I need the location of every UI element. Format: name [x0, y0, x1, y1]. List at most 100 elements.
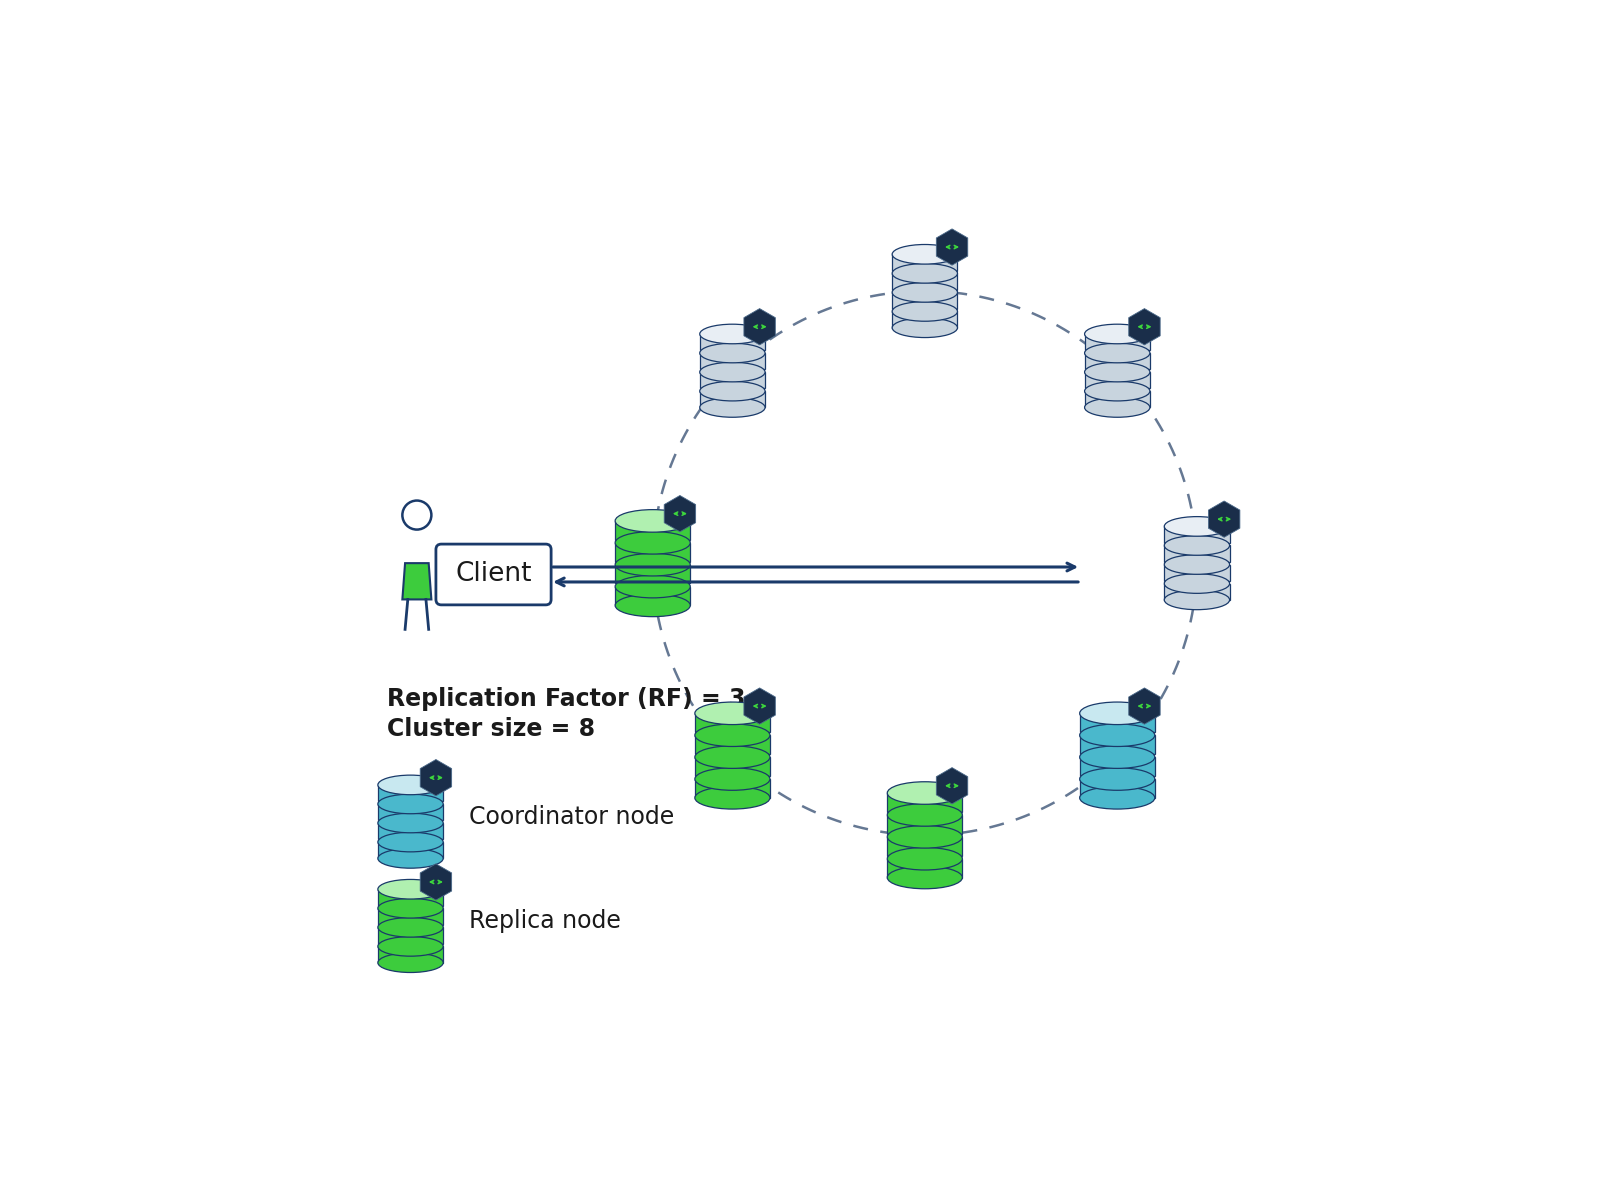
Ellipse shape	[887, 826, 962, 848]
Ellipse shape	[615, 510, 690, 532]
Ellipse shape	[1164, 517, 1230, 536]
Bar	[1079, 714, 1154, 732]
Ellipse shape	[887, 847, 962, 871]
Ellipse shape	[1084, 343, 1150, 363]
Ellipse shape	[1084, 398, 1150, 417]
Bar	[695, 757, 770, 776]
Bar	[695, 735, 770, 754]
Bar	[1164, 564, 1230, 581]
Ellipse shape	[378, 794, 443, 814]
Ellipse shape	[378, 775, 443, 795]
Bar	[378, 889, 443, 906]
Polygon shape	[1209, 501, 1239, 537]
Bar	[1164, 545, 1230, 562]
Ellipse shape	[695, 746, 770, 768]
Bar	[700, 372, 765, 389]
Ellipse shape	[1079, 787, 1154, 809]
Ellipse shape	[1079, 746, 1154, 768]
Bar	[700, 353, 765, 370]
Ellipse shape	[892, 245, 957, 264]
Bar	[378, 823, 443, 840]
Ellipse shape	[892, 318, 957, 338]
Bar	[892, 311, 957, 327]
Polygon shape	[1129, 688, 1161, 724]
Bar	[378, 803, 443, 820]
Bar	[1079, 779, 1154, 798]
Text: Cluster size = 8: Cluster size = 8	[387, 717, 596, 741]
Ellipse shape	[892, 264, 957, 283]
Ellipse shape	[700, 382, 765, 401]
Bar	[887, 859, 962, 878]
Ellipse shape	[1084, 363, 1150, 382]
Bar	[378, 927, 443, 944]
Ellipse shape	[892, 283, 957, 303]
Ellipse shape	[378, 953, 443, 973]
Bar	[1079, 757, 1154, 776]
Bar	[378, 842, 443, 859]
Polygon shape	[744, 688, 775, 724]
Polygon shape	[664, 496, 695, 531]
Bar	[695, 779, 770, 798]
Bar	[615, 564, 690, 583]
Ellipse shape	[1079, 768, 1154, 790]
Bar	[892, 254, 957, 271]
Bar	[887, 815, 962, 834]
Text: Coordinator node: Coordinator node	[469, 805, 674, 829]
Polygon shape	[744, 309, 775, 345]
Polygon shape	[937, 229, 967, 265]
Bar	[892, 292, 957, 309]
Ellipse shape	[1084, 324, 1150, 344]
Bar	[615, 543, 690, 562]
Ellipse shape	[700, 324, 765, 344]
Bar	[695, 714, 770, 732]
Ellipse shape	[1164, 555, 1230, 575]
Ellipse shape	[695, 724, 770, 747]
Ellipse shape	[378, 899, 443, 918]
Ellipse shape	[615, 594, 690, 616]
Ellipse shape	[700, 343, 765, 363]
Bar	[1164, 527, 1230, 543]
Bar	[700, 391, 765, 408]
Ellipse shape	[887, 866, 962, 888]
Text: Client: Client	[455, 562, 532, 588]
Ellipse shape	[378, 880, 443, 899]
Bar	[1084, 335, 1150, 350]
Ellipse shape	[1079, 724, 1154, 747]
Ellipse shape	[695, 702, 770, 724]
Bar	[1164, 583, 1230, 600]
Bar	[887, 793, 962, 812]
Bar	[378, 908, 443, 925]
Circle shape	[402, 501, 431, 530]
Ellipse shape	[1164, 590, 1230, 610]
Ellipse shape	[615, 554, 690, 576]
Bar	[700, 335, 765, 350]
Polygon shape	[419, 863, 451, 900]
Ellipse shape	[1164, 574, 1230, 594]
Text: Replica node: Replica node	[469, 909, 621, 933]
Ellipse shape	[700, 398, 765, 417]
Ellipse shape	[695, 787, 770, 809]
Ellipse shape	[378, 813, 443, 833]
Bar	[378, 946, 443, 962]
Polygon shape	[937, 768, 967, 803]
Ellipse shape	[378, 848, 443, 868]
Ellipse shape	[1084, 382, 1150, 401]
Bar	[615, 521, 690, 540]
Ellipse shape	[887, 803, 962, 826]
Bar	[1079, 735, 1154, 754]
Ellipse shape	[887, 782, 962, 805]
FancyBboxPatch shape	[435, 544, 551, 604]
Ellipse shape	[615, 575, 690, 598]
Bar	[1084, 372, 1150, 389]
Ellipse shape	[1079, 702, 1154, 724]
Polygon shape	[402, 563, 431, 600]
Text: Replication Factor (RF) = 3: Replication Factor (RF) = 3	[387, 687, 746, 712]
Ellipse shape	[378, 918, 443, 938]
Bar	[1084, 391, 1150, 408]
Bar	[378, 785, 443, 801]
Bar	[887, 836, 962, 855]
Ellipse shape	[1164, 536, 1230, 555]
Ellipse shape	[892, 302, 957, 322]
Ellipse shape	[378, 833, 443, 852]
Ellipse shape	[615, 531, 690, 554]
